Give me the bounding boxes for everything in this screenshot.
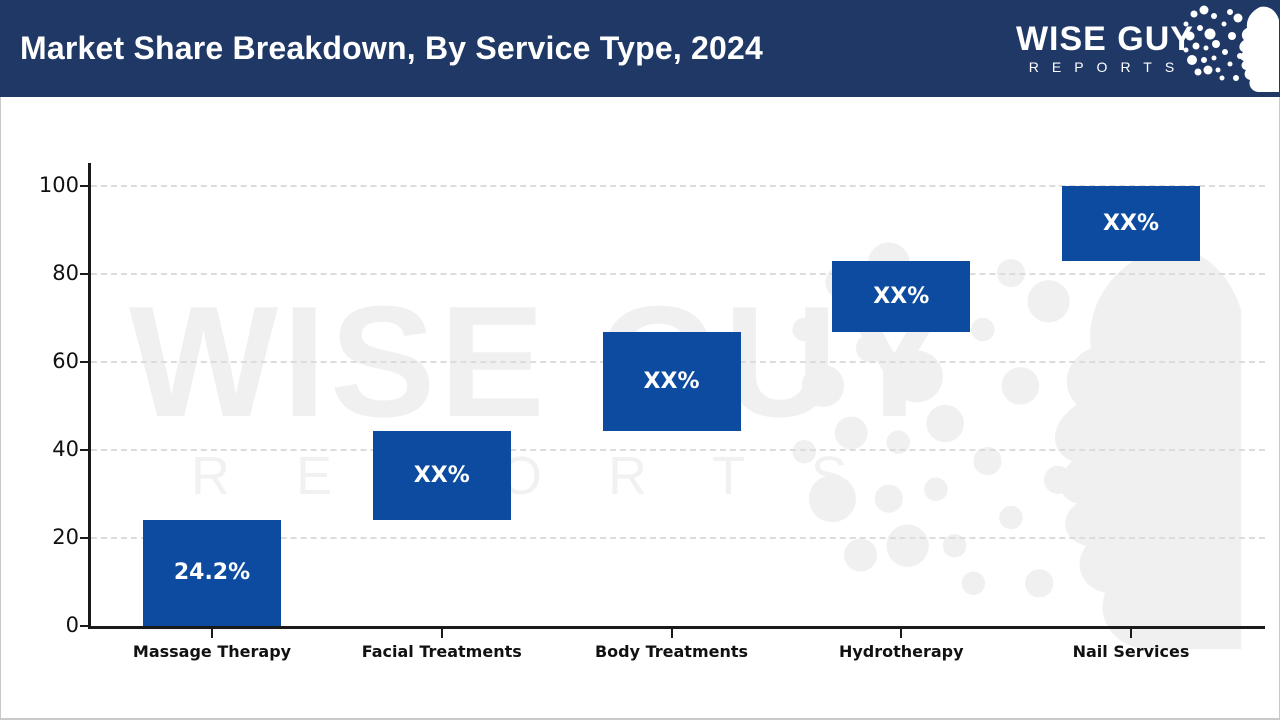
gridline-40: [91, 449, 1265, 451]
y-axis-tick-label: 20: [52, 525, 79, 549]
y-axis-tick: [80, 361, 88, 363]
bar-value-label: XX%: [873, 283, 930, 309]
x-axis-tick: [1130, 629, 1132, 638]
gridline-20: [91, 537, 1265, 539]
bar-body-treatments: XX%: [602, 332, 741, 431]
chart-title: Market Share Breakdown, By Service Type,…: [20, 30, 763, 66]
gridline-80: [91, 273, 1265, 275]
y-axis-tick: [80, 537, 88, 539]
x-axis-tick: [440, 629, 443, 638]
wiseguy-logo-text: WISE GUY REPORTS: [1015, 19, 1194, 76]
watermark-subtitle: REPORTS: [191, 446, 914, 506]
bar-hydrotherapy: XX%: [832, 260, 971, 333]
y-axis-line: [88, 163, 91, 629]
y-axis-tick-label: 100: [38, 173, 79, 197]
x-axis-category-label: Nail Services: [1072, 642, 1190, 661]
x-axis-tick: [670, 629, 673, 638]
logo-wordmark: WISE GUY: [1015, 19, 1194, 58]
gridline-100: [91, 185, 1265, 187]
bar-nail-services: XX%: [1062, 186, 1200, 261]
wiseguy-logo: WISE GUY REPORTS: [1016, 0, 1280, 97]
bar-value-label: 24.2%: [173, 560, 251, 586]
x-axis-tick: [211, 629, 213, 638]
x-axis-category-label: Massage Therapy: [132, 642, 292, 661]
y-axis-tick-label: 40: [52, 437, 79, 461]
y-axis-tick: [80, 273, 88, 275]
wiseguy-head-logo-icon: [1183, 5, 1279, 92]
bar-facial-treatments: XX%: [372, 430, 511, 520]
bar-value-label: XX%: [643, 368, 700, 394]
x-axis-category-label: Hydrotherapy: [838, 642, 964, 661]
bar-value-label: XX%: [1103, 210, 1159, 236]
y-axis-tick-label: 0: [65, 613, 79, 637]
y-axis-tick: [80, 185, 88, 187]
y-axis-tick: [80, 625, 88, 627]
bar-massage-therapy: 24.2%: [143, 519, 281, 626]
x-axis-category-label: Facial Treatments: [361, 642, 522, 661]
x-axis-category-label: Body Treatments: [594, 642, 749, 661]
y-axis-tick-label: 60: [52, 349, 79, 373]
chart-canvas: WISE GUY REPORTS 0 20 40 60 80 100 24.2% Massag…: [0, 97, 1280, 720]
logo-subtitle: REPORTS: [1028, 59, 1188, 76]
y-axis-tick-label: 80: [52, 261, 79, 285]
x-axis-line: [88, 626, 1265, 629]
header-bar: Market Share Breakdown, By Service Type,…: [0, 0, 1280, 97]
bar-value-label: XX%: [413, 462, 470, 488]
x-axis-tick: [900, 629, 903, 638]
y-axis-tick: [80, 449, 88, 451]
